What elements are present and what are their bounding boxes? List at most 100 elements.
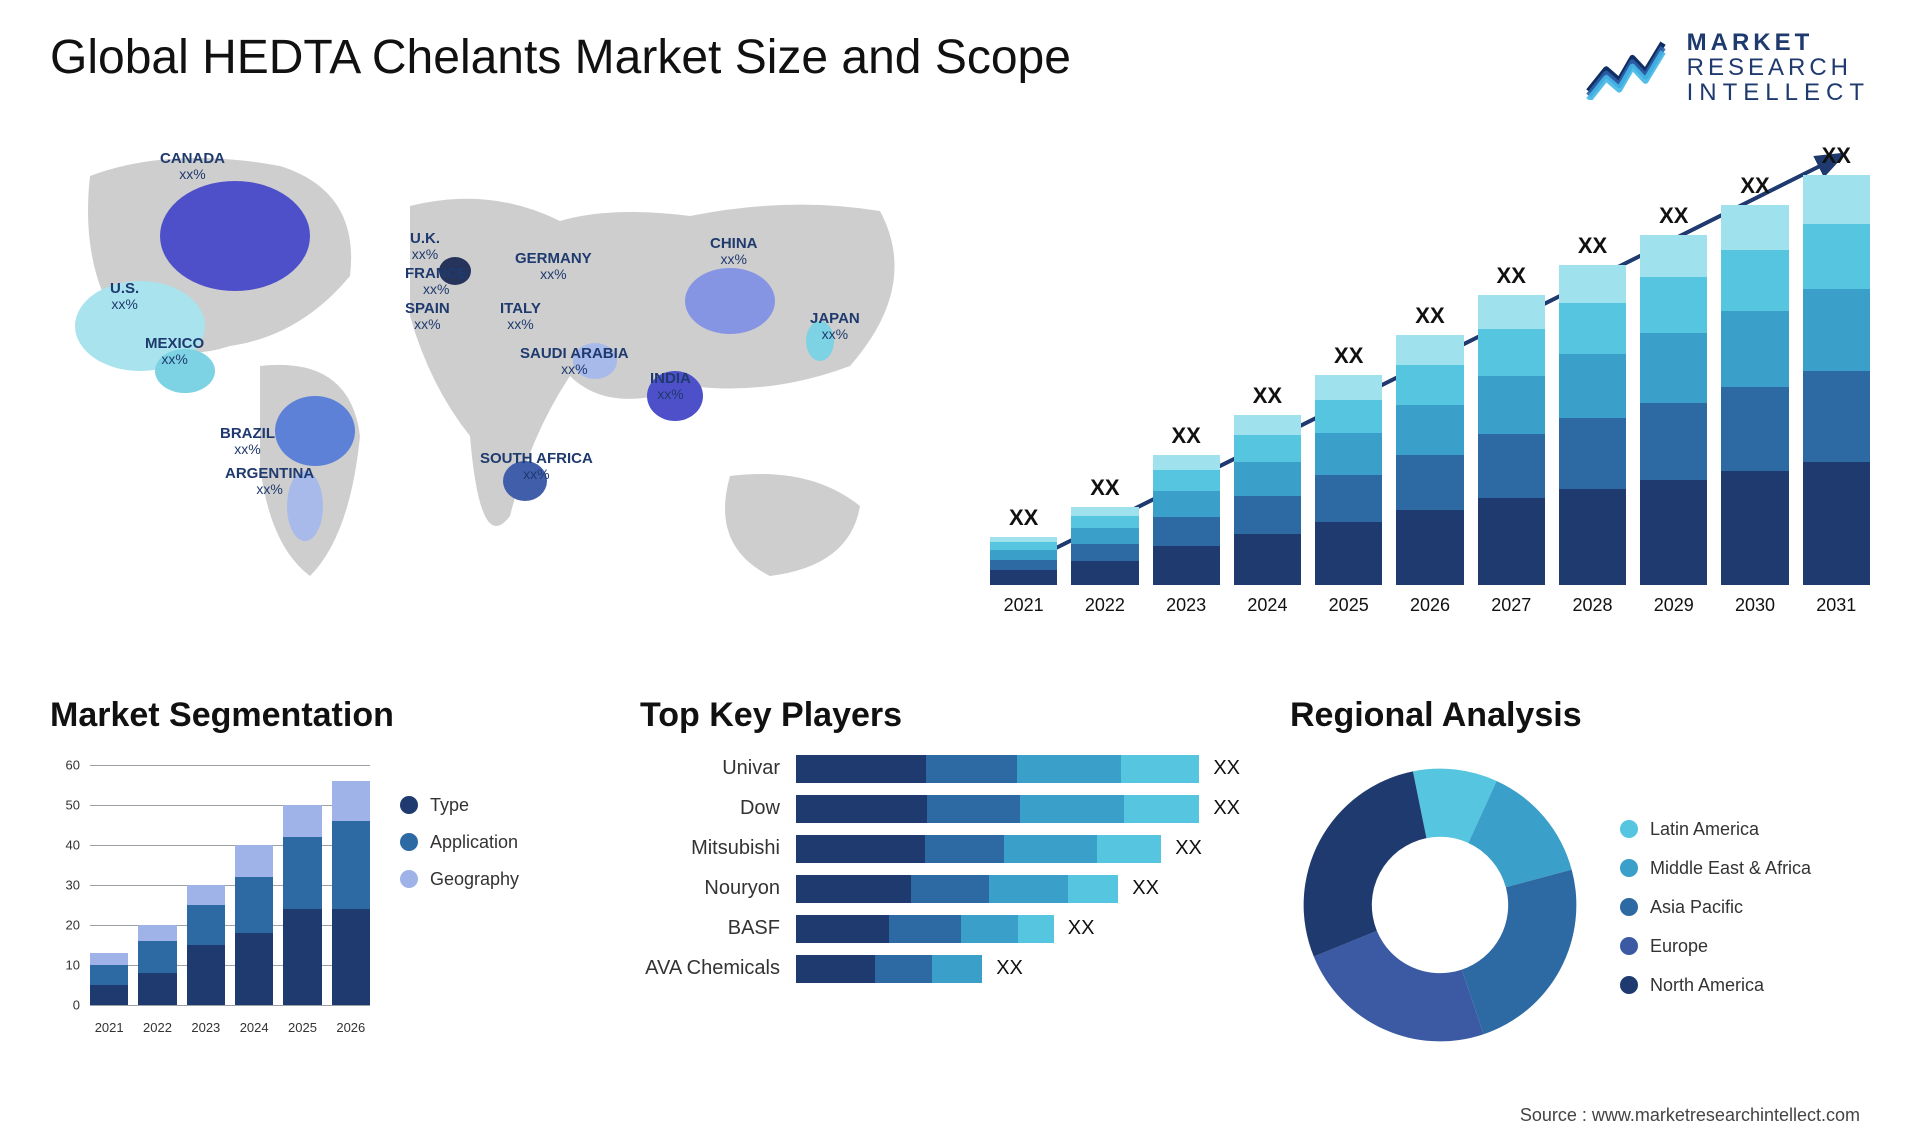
- segmentation-panel: Market Segmentation 0102030405060 202120…: [50, 696, 590, 1060]
- donut-slice-north-america: [1304, 771, 1427, 956]
- player-bar-segment: [927, 795, 1021, 823]
- growth-bar-value: XX: [1009, 505, 1038, 531]
- player-row: DowXX: [640, 795, 1240, 823]
- legend-swatch-icon: [1620, 898, 1638, 916]
- player-bar-segment: [1097, 835, 1161, 863]
- seg-ytick: 30: [66, 877, 80, 892]
- seg-bar-segment: [138, 941, 176, 973]
- source-attribution: Source : www.marketresearchintellect.com: [1520, 1105, 1860, 1126]
- seg-xlabel: 2021: [90, 1020, 128, 1035]
- growth-bar-year: 2026: [1410, 595, 1450, 616]
- growth-bar-segment: [1478, 295, 1545, 330]
- region-title: Regional Analysis: [1290, 696, 1870, 735]
- world-map-svg: [50, 136, 950, 656]
- growth-bar-value: XX: [1415, 303, 1444, 329]
- seg-bar-segment: [235, 933, 273, 1005]
- seg-xlabel: 2026: [332, 1020, 370, 1035]
- seg-ytick: 10: [66, 957, 80, 972]
- segmentation-title: Market Segmentation: [50, 696, 590, 735]
- player-bar-segment: [1068, 875, 1118, 903]
- player-name: Mitsubishi: [640, 837, 780, 860]
- players-panel: Top Key Players UnivarXXDowXXMitsubishiX…: [640, 696, 1240, 1060]
- seg-xlabel: 2023: [187, 1020, 225, 1035]
- growth-bar-2031: XX2031: [1803, 143, 1870, 616]
- map-label-india: INDIAxx%: [650, 371, 691, 404]
- player-bar: [796, 755, 1199, 783]
- seg-legend-item: Application: [400, 832, 519, 853]
- seg-bar-segment: [187, 905, 225, 945]
- player-bar-segment: [1121, 755, 1199, 783]
- seg-xlabel: 2025: [283, 1020, 321, 1035]
- growth-bar-segment: [1153, 491, 1220, 517]
- growth-bar-year: 2025: [1329, 595, 1369, 616]
- brand-mark-icon: [1583, 30, 1673, 105]
- growth-bar-value: XX: [1497, 263, 1526, 289]
- donut-slice-asia-pacific: [1462, 869, 1577, 1034]
- growth-bar-segment: [1153, 470, 1220, 491]
- legend-label: North America: [1650, 975, 1764, 996]
- legend-swatch-icon: [1620, 937, 1638, 955]
- growth-bar-segment: [1803, 175, 1870, 224]
- growth-bar-segment: [1396, 335, 1463, 365]
- region-legend-item: Middle East & Africa: [1620, 858, 1811, 879]
- growth-bar-2028: XX2028: [1559, 233, 1626, 616]
- seg-bar-segment: [90, 985, 128, 1005]
- seg-bar-segment: [90, 953, 128, 965]
- player-bar-segment: [961, 915, 1018, 943]
- growth-bar-segment: [1153, 517, 1220, 546]
- brand-line-2: RESEARCH: [1687, 55, 1870, 80]
- growth-bar-segment: [1478, 329, 1545, 375]
- player-bar-segment: [932, 955, 982, 983]
- legend-label: Latin America: [1650, 819, 1759, 840]
- region-donut-chart: [1290, 755, 1590, 1060]
- growth-bar-segment: [1071, 507, 1138, 516]
- growth-bar-2025: XX2025: [1315, 343, 1382, 616]
- seg-ytick: 20: [66, 917, 80, 932]
- growth-bar-segment: [1803, 224, 1870, 290]
- growth-bar-segment: [1559, 303, 1626, 354]
- seg-bar-segment: [187, 885, 225, 905]
- player-bar-segment: [1004, 835, 1097, 863]
- growth-bar-segment: [990, 542, 1057, 550]
- players-list: UnivarXXDowXXMitsubishiXXNouryonXXBASFXX…: [640, 755, 1240, 983]
- seg-legend-item: Type: [400, 795, 519, 816]
- seg-bar-segment: [235, 877, 273, 933]
- growth-bar-segment: [1640, 277, 1707, 333]
- growth-bar-value: XX: [1171, 423, 1200, 449]
- growth-bar-segment: [1071, 544, 1138, 561]
- seg-bar-segment: [235, 845, 273, 877]
- growth-bar-year: 2031: [1816, 595, 1856, 616]
- growth-bar-segment: [1234, 435, 1301, 462]
- donut-slice-europe: [1314, 930, 1484, 1041]
- growth-bar-segment: [1396, 455, 1463, 510]
- growth-bar-segment: [1396, 510, 1463, 585]
- growth-bar-segment: [1478, 498, 1545, 585]
- player-bar-segment: [926, 755, 1017, 783]
- seg-bar-segment: [138, 925, 176, 941]
- segmentation-legend: TypeApplicationGeography: [400, 755, 519, 1035]
- player-bar-segment: [1020, 795, 1123, 823]
- player-value: XX: [1213, 797, 1240, 820]
- seg-ytick: 40: [66, 837, 80, 852]
- legend-swatch-icon: [400, 833, 418, 851]
- growth-bar-segment: [1559, 354, 1626, 418]
- legend-label: Application: [430, 832, 518, 853]
- growth-bar-2021: XX2021: [990, 505, 1057, 616]
- map-label-brazil: BRAZILxx%: [220, 426, 275, 459]
- growth-bar-segment: [1803, 371, 1870, 461]
- seg-bar-segment: [187, 945, 225, 1005]
- growth-bar-segment: [1640, 403, 1707, 480]
- growth-bar-2027: XX2027: [1478, 263, 1545, 616]
- players-title: Top Key Players: [640, 696, 1240, 735]
- header: Global HEDTA Chelants Market Size and Sc…: [50, 30, 1870, 106]
- player-name: Nouryon: [640, 877, 780, 900]
- growth-bar-segment: [1153, 455, 1220, 471]
- growth-bar-segment: [990, 570, 1057, 584]
- growth-bar-year: 2029: [1654, 595, 1694, 616]
- growth-bar-segment: [1234, 415, 1301, 435]
- seg-xlabel: 2024: [235, 1020, 273, 1035]
- growth-bar-value: XX: [1659, 203, 1688, 229]
- growth-bar-segment: [1071, 528, 1138, 544]
- growth-bar-segment: [1721, 311, 1788, 387]
- player-bar-segment: [796, 795, 927, 823]
